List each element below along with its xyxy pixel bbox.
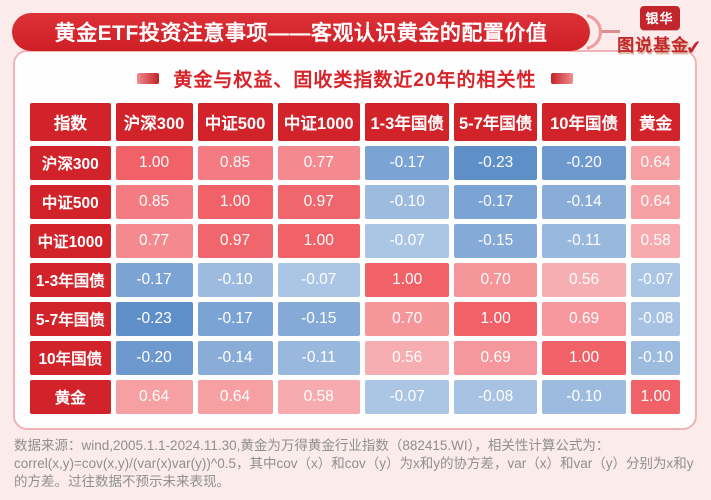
matrix-value-cell: -0.08	[454, 380, 537, 414]
matrix-value-cell: 0.70	[365, 302, 450, 336]
matrix-value-cell: 0.64	[631, 146, 680, 180]
matrix-value-cell: -0.07	[631, 263, 680, 297]
title-banner: 黄金ETF投资注意事项——客观认识黄金的配置价值	[12, 13, 602, 51]
matrix-column-header: 中证500	[197, 103, 273, 141]
footnote: 数据来源：wind,2005.1.1-2024.11.30,黄金为万得黄金行业指…	[14, 437, 704, 491]
matrix-value-cell: -0.23	[454, 146, 537, 180]
matrix-value-cell: -0.20	[115, 341, 193, 375]
chart-subtitle: 黄金与权益、固收类指数近20年的相关性	[30, 65, 680, 91]
matrix-value-cell: -0.07	[365, 380, 450, 414]
matrix-value-cell: -0.17	[365, 146, 450, 180]
matrix-column-header: 10年国债	[541, 103, 627, 141]
footnote-line: correl(x,y)=cov(x,y)/(var(x)var(y))^0.5，…	[14, 456, 694, 471]
matrix-row-label: 沪深300	[30, 146, 111, 180]
matrix-value-cell: 0.97	[197, 224, 273, 258]
matrix-value-cell: -0.10	[365, 185, 450, 219]
matrix-value-cell: -0.07	[365, 224, 450, 258]
matrix-value-cell: -0.11	[277, 341, 360, 375]
matrix-value-cell: 0.64	[631, 185, 680, 219]
checkmark-icon: ✔	[684, 37, 704, 60]
connector-line	[601, 30, 620, 33]
matrix-row-label: 10年国债	[30, 341, 111, 375]
brand-series: 图说基金 ✔	[617, 31, 704, 60]
matrix-value-cell: 0.58	[631, 224, 680, 258]
matrix-value-cell: 0.69	[454, 341, 537, 375]
subtitle-left-mark-icon	[137, 72, 160, 84]
matrix-value-cell: 1.00	[541, 341, 627, 375]
brand-logo: 银华 图说基金 ✔	[617, 6, 704, 60]
matrix-row-label: 中证1000	[30, 224, 111, 258]
matrix-column-header: 1-3年国债	[365, 103, 450, 141]
matrix-value-cell: -0.23	[115, 302, 193, 336]
content-card: 黄金与权益、固收类指数近20年的相关性 指数 沪深300 中证500 中证1000 1-…	[13, 50, 697, 430]
matrix-value-cell: 1.00	[115, 146, 193, 180]
matrix-value-cell: -0.07	[277, 263, 360, 297]
matrix-row-label: 中证500	[30, 185, 111, 219]
matrix-corner-cell: 指数	[30, 103, 111, 141]
correlation-matrix: 指数 沪深300 中证500 中证1000 1-3年国债 5-7年国债 10年国债 黄金 沪深3…	[30, 103, 680, 414]
matrix-value-cell: -0.08	[631, 302, 680, 336]
matrix-value-cell: 1.00	[454, 302, 537, 336]
matrix-value-cell: -0.15	[277, 302, 360, 336]
matrix-value-cell: -0.10	[631, 341, 680, 375]
matrix-value-cell: -0.10	[541, 380, 627, 414]
footnote-line: 的方差。过往数据不预示未来表现。	[14, 474, 230, 489]
brand-name: 银华	[639, 6, 680, 30]
matrix-value-cell: 0.56	[541, 263, 627, 297]
matrix-value-cell: 0.85	[197, 146, 273, 180]
matrix-value-cell: 1.00	[277, 224, 360, 258]
matrix-value-cell: -0.20	[541, 146, 627, 180]
matrix-value-cell: 0.56	[365, 341, 450, 375]
page-title: 黄金ETF投资注意事项——客观认识黄金的配置价值	[54, 22, 548, 45]
matrix-column-header: 5-7年国债	[454, 103, 537, 141]
matrix-row-label: 1-3年国债	[30, 263, 111, 297]
matrix-value-cell: 0.97	[277, 185, 360, 219]
matrix-value-cell: 0.64	[197, 380, 273, 414]
matrix-value-cell: -0.17	[115, 263, 193, 297]
matrix-value-cell: -0.17	[197, 302, 273, 336]
matrix-value-cell: -0.15	[454, 224, 537, 258]
matrix-column-header: 中证1000	[277, 103, 360, 141]
subtitle-text: 黄金与权益、固收类指数近20年的相关性	[173, 69, 537, 91]
subtitle-right-mark-icon	[550, 72, 573, 84]
matrix-value-cell: 0.64	[115, 380, 193, 414]
matrix-value-cell: -0.17	[454, 185, 537, 219]
matrix-value-cell: 0.58	[277, 380, 360, 414]
matrix-value-cell: 1.00	[631, 380, 680, 414]
matrix-row-label: 黄金	[30, 380, 111, 414]
series-name: 图说基金	[617, 36, 690, 55]
matrix-value-cell: -0.11	[541, 224, 627, 258]
matrix-value-cell: -0.14	[541, 185, 627, 219]
matrix-column-header: 沪深300	[115, 103, 193, 141]
matrix-value-cell: 0.70	[454, 263, 537, 297]
matrix-value-cell: 0.85	[115, 185, 193, 219]
matrix-value-cell: 0.69	[541, 302, 627, 336]
matrix-value-cell: 0.77	[277, 146, 360, 180]
matrix-column-header: 黄金	[631, 103, 680, 141]
matrix-value-cell: -0.14	[197, 341, 273, 375]
banner-arc-decoration	[586, 14, 602, 50]
matrix-value-cell: 1.00	[365, 263, 450, 297]
matrix-value-cell: 1.00	[197, 185, 273, 219]
footnote-line: 数据来源：wind,2005.1.1-2024.11.30,黄金为万得黄金行业指…	[14, 438, 610, 453]
matrix-value-cell: 0.77	[115, 224, 193, 258]
matrix-value-cell: -0.10	[197, 263, 273, 297]
matrix-row-label: 5-7年国债	[30, 302, 111, 336]
